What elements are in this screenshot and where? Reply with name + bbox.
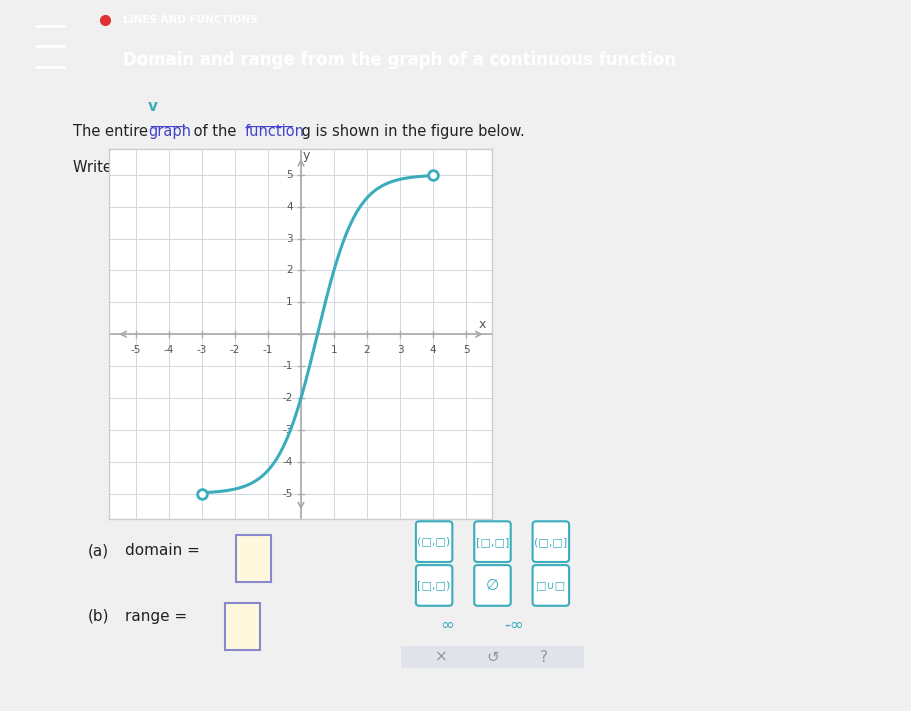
Text: 5: 5 [286,170,292,180]
Text: and: and [192,160,229,175]
Text: of g using: of g using [268,160,350,175]
Text: -1: -1 [282,361,292,371]
Text: -3: -3 [282,424,292,435]
Text: ?: ? [539,650,547,665]
Text: [□,□): [□,□) [417,580,450,590]
Text: 2: 2 [286,265,292,275]
FancyBboxPatch shape [532,565,568,606]
Text: [□,□]: [□,□] [476,537,508,547]
FancyBboxPatch shape [532,521,568,562]
Text: -5: -5 [282,488,292,498]
Text: ×: × [435,650,447,665]
Text: -4: -4 [163,346,174,356]
Text: The entire: The entire [73,124,152,139]
Text: interval: interval [352,160,408,175]
Text: (b): (b) [87,609,109,624]
FancyBboxPatch shape [236,535,271,582]
Text: 3: 3 [396,346,403,356]
FancyBboxPatch shape [474,521,510,562]
Text: 3: 3 [286,233,292,244]
Text: ∅: ∅ [486,578,498,593]
Text: -1: -1 [262,346,272,356]
Text: Write the: Write the [73,160,145,175]
FancyBboxPatch shape [224,603,260,650]
Text: -∞: -∞ [504,616,524,634]
Text: 1: 1 [331,346,337,356]
Text: LINES AND FUNCTIONS: LINES AND FUNCTIONS [123,16,258,26]
Text: □∪□: □∪□ [536,580,565,590]
Text: function: function [244,124,304,139]
Text: ∞: ∞ [439,616,454,634]
Text: -4: -4 [282,456,292,466]
Text: Domain and range from the graph of a continuous function: Domain and range from the graph of a con… [123,51,675,69]
Text: notation.: notation. [401,160,472,175]
Text: 2: 2 [363,346,370,356]
FancyBboxPatch shape [415,565,452,606]
Text: g is shown in the figure below.: g is shown in the figure below. [297,124,524,139]
Text: ↺: ↺ [486,650,498,665]
FancyBboxPatch shape [474,565,510,606]
Text: (a): (a) [87,543,108,558]
Text: range: range [226,160,269,175]
Text: (□,□): (□,□) [417,537,450,547]
FancyBboxPatch shape [401,646,583,668]
FancyBboxPatch shape [415,521,452,562]
Text: range =: range = [126,609,192,624]
Text: graph: graph [148,124,191,139]
Text: (□,□]: (□,□] [534,537,567,547]
Text: -2: -2 [282,393,292,403]
Text: domain: domain [141,160,196,175]
Text: 4: 4 [286,202,292,212]
Text: domain =: domain = [126,543,205,558]
Text: v: v [148,99,158,114]
Text: y: y [302,149,309,162]
Text: -3: -3 [197,346,207,356]
Text: -5: -5 [130,346,141,356]
Text: 5: 5 [462,346,469,356]
Text: of the: of the [189,124,241,139]
Text: 1: 1 [286,297,292,307]
Text: x: x [478,318,486,331]
Text: -2: -2 [230,346,240,356]
Text: 4: 4 [429,346,435,356]
